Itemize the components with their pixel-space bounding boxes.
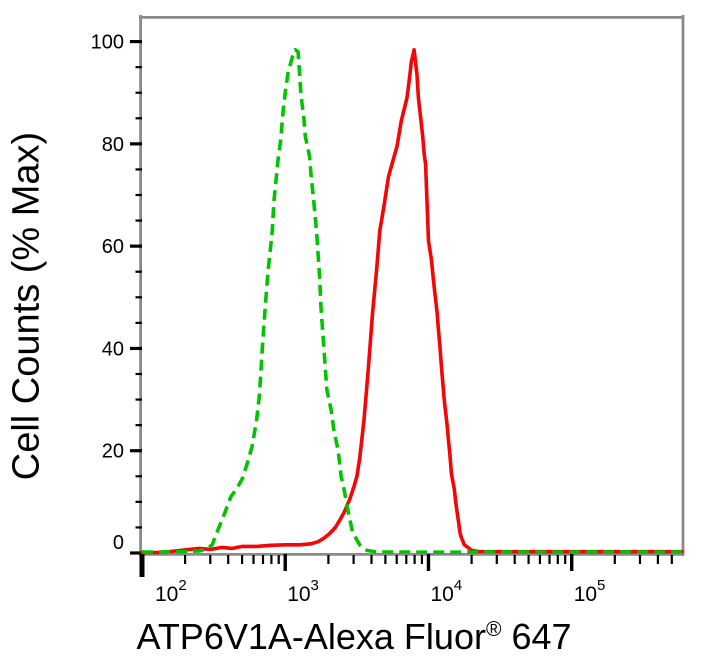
red-solid-histogram: [140, 47, 684, 555]
x-axis-title-suffix: 647: [501, 616, 572, 657]
x-axis-title-main: ATP6V1A-Alexa Fluor: [136, 616, 486, 657]
registered-trademark-icon: ®: [485, 618, 502, 641]
y-tick-label-100: 100: [91, 32, 124, 54]
x-tick-label-1e5: 105: [574, 577, 606, 606]
y-tick-label-40: 40: [102, 338, 124, 360]
y-tick-label-80: 80: [102, 134, 124, 156]
y-axis-title: Cell Counts (% Max): [5, 131, 48, 481]
y-tick-label-20: 20: [102, 441, 124, 463]
green-dashed-histogram: [142, 47, 683, 555]
x-tick-label-1e3: 103: [287, 577, 319, 606]
x-tick-label-1e4: 104: [431, 577, 463, 606]
x-axis-title: ATP6V1A-Alexa Fluor® 647: [136, 616, 571, 658]
y-tick-label-0: 0: [113, 532, 124, 554]
y-tick-label-60: 60: [102, 236, 124, 258]
x-tick-label-1e2: 102: [155, 577, 187, 606]
